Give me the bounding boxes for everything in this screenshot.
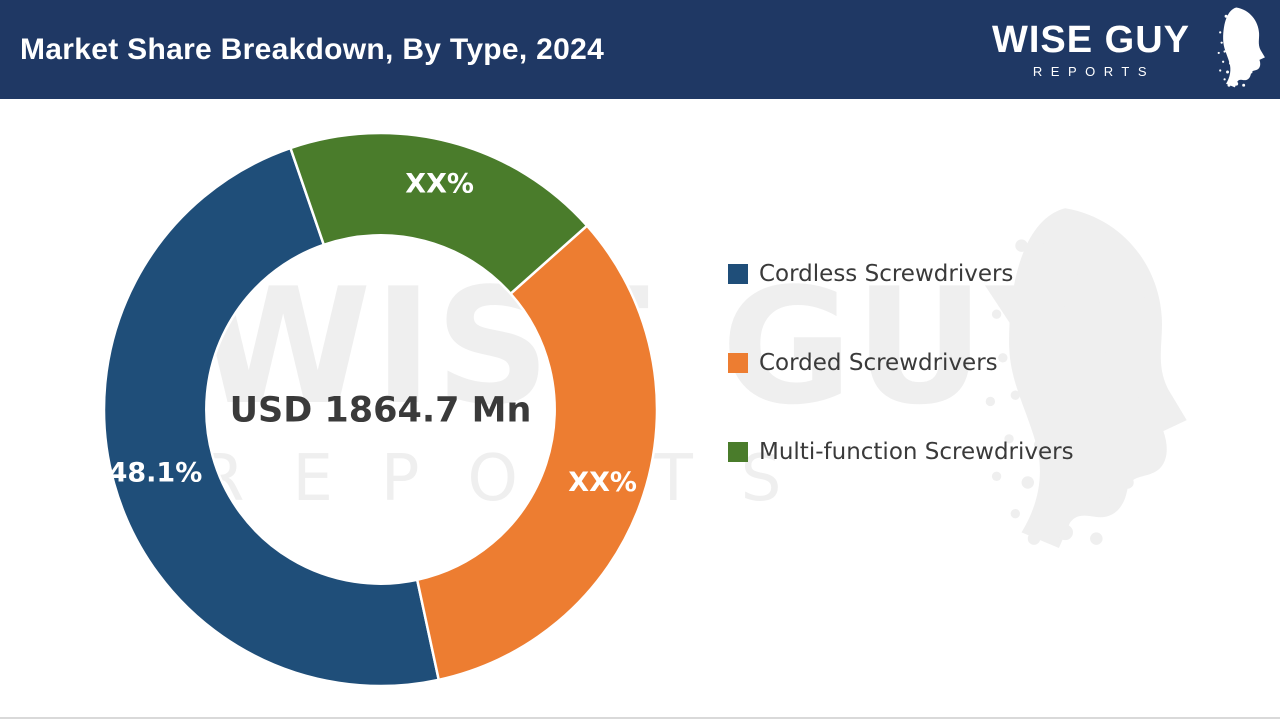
- header: Market Share Breakdown, By Type, 2024 WI…: [0, 0, 1280, 99]
- donut-slice-corded-screwdrivers: [415, 224, 659, 682]
- legend-swatch: [728, 264, 748, 284]
- legend-item: Multi-function Screwdrivers: [728, 439, 1074, 465]
- chart-area: WISE GUY REPORTS 48.1% XX% XX% USD 1864.7 M…: [0, 99, 1280, 720]
- slice-label-multi-function-screwdrivers: XX%: [405, 168, 474, 199]
- legend-item: Corded Screwdrivers: [728, 350, 1074, 376]
- brand-wordmark: WISE GUY REPORTS: [992, 21, 1190, 79]
- legend-swatch: [728, 353, 748, 373]
- page-title: Market Share Breakdown, By Type, 2024: [20, 32, 605, 66]
- legend-swatch: [728, 442, 748, 462]
- legend-item: Cordless Screwdrivers: [728, 261, 1074, 287]
- slice-label-corded-screwdrivers: XX%: [568, 467, 637, 498]
- brand-logo: WISE GUY REPORTS: [992, 4, 1266, 96]
- legend-label: Cordless Screwdrivers: [759, 261, 1014, 287]
- donut-chart: 48.1% XX% XX% USD 1864.7 Mn: [102, 131, 659, 688]
- legend-label: Corded Screwdrivers: [759, 350, 998, 376]
- center-value: USD 1864.7 Mn: [230, 391, 532, 431]
- legend: Cordless Screwdrivers Corded Screwdriver…: [728, 261, 1074, 529]
- brand-name: WISE GUY: [991, 19, 1190, 61]
- slice-label-cordless-screwdrivers: 48.1%: [109, 457, 203, 488]
- donut-slice-cordless-screwdrivers: [102, 146, 440, 688]
- legend-label: Multi-function Screwdrivers: [759, 439, 1074, 465]
- bottom-divider: [0, 717, 1280, 719]
- brand-face-icon: [1192, 6, 1266, 94]
- brand-reports: REPORTS: [1032, 64, 1156, 79]
- donut-slice-multi-function-screwdrivers: [289, 131, 589, 295]
